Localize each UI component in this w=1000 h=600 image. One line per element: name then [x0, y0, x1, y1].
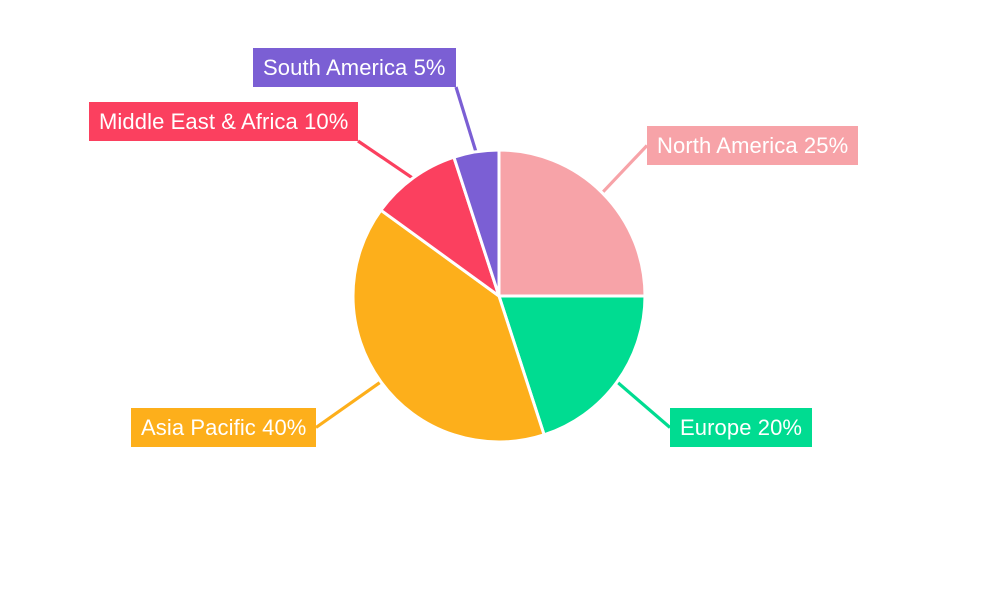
pie-slice-north-america[interactable]	[497, 148, 647, 298]
pie-slice-asia-pacific[interactable]	[351, 208, 546, 444]
pie-label-north-america[interactable]: North America 25%	[647, 126, 859, 165]
leader-line-north-america	[600, 144, 649, 195]
leader-line-asia-pacific	[315, 379, 383, 429]
pie-slice-middle-east-africa[interactable]	[379, 155, 501, 298]
pie-label-south-america-text: South America 5%	[263, 55, 446, 80]
pie-label-middle-east-africa[interactable]: Middle East & Africa 10%	[89, 102, 359, 141]
leader-line-south-america	[454, 86, 478, 154]
leader-line-europe	[614, 379, 672, 429]
pie-label-asia-pacific[interactable]: Asia Pacific 40%	[131, 408, 317, 447]
leader-line-group	[315, 86, 672, 429]
pie-label-europe-text: Europe 20%	[680, 415, 803, 440]
pie-label-europe[interactable]: Europe 20%	[670, 408, 813, 447]
pie-label-south-america[interactable]: South America 5%	[253, 48, 456, 87]
leader-line-middle-east-africa	[357, 139, 415, 181]
pie-slice-south-america[interactable]	[452, 148, 501, 298]
pie-slice-group	[351, 148, 647, 444]
pie-label-middle-east-africa-text: Middle East & Africa 10%	[99, 109, 349, 134]
pie-slice-europe[interactable]	[497, 294, 647, 437]
pie-label-asia-pacific-text: Asia Pacific 40%	[141, 415, 307, 440]
pie-label-north-america-text: North America 25%	[657, 133, 849, 158]
